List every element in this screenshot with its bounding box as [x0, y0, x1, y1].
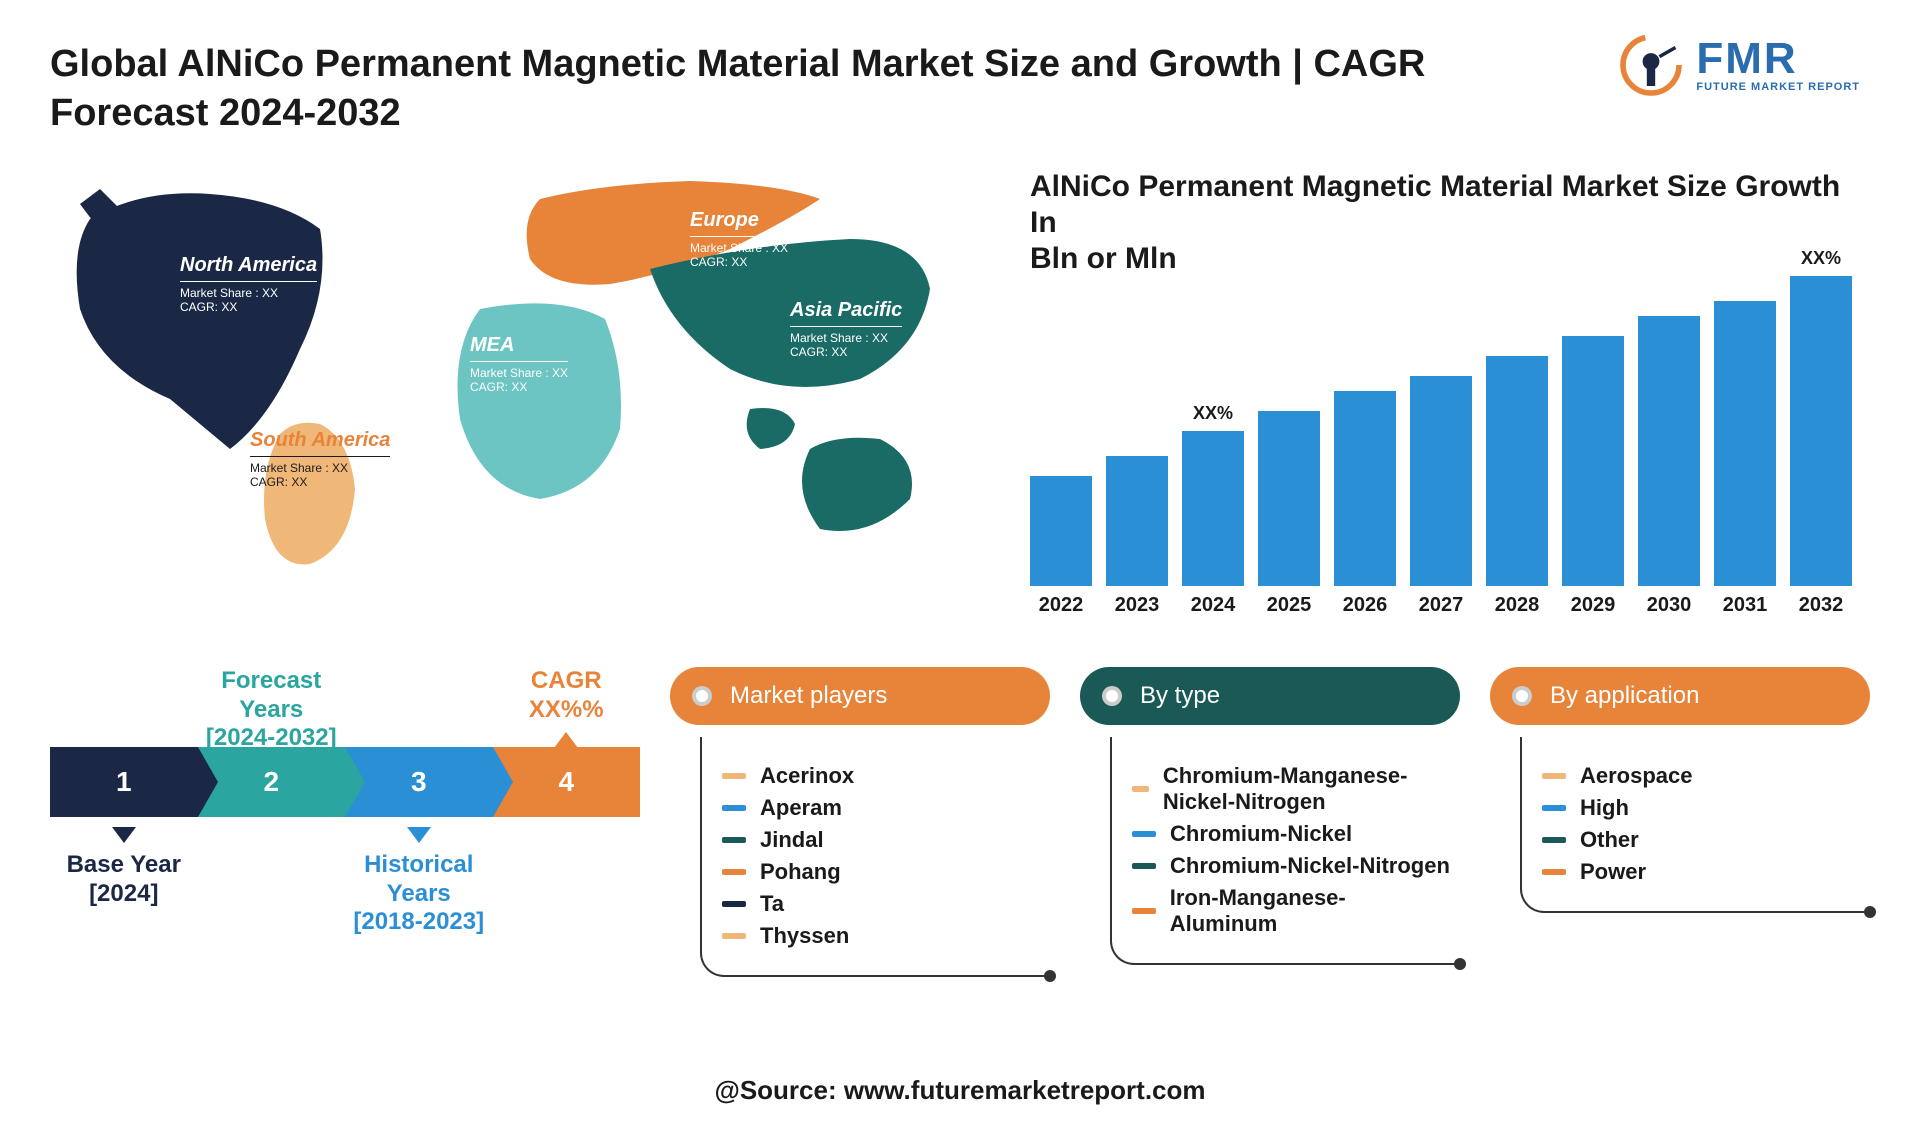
bar-2024: XX% 2024	[1182, 431, 1244, 617]
bar-2023: 2023	[1106, 456, 1168, 617]
bar-2030: 2030	[1638, 316, 1700, 617]
list-item: Aperam	[722, 795, 1040, 821]
bar-2025: 2025	[1258, 411, 1320, 617]
list-item: Other	[1542, 827, 1860, 853]
card-dot-icon	[1512, 686, 1532, 706]
source-attribution: @Source: www.futuremarketreport.com	[714, 1075, 1205, 1106]
timeline-segment-4: 4	[493, 747, 641, 817]
region-label-north-america: North AmericaMarket Share : XXCAGR: XX	[180, 254, 317, 314]
list-item: Chromium-Nickel	[1132, 821, 1450, 847]
card-header: By application	[1490, 667, 1870, 725]
card-dot-icon	[692, 686, 712, 706]
region-label-south-america: South AmericaMarket Share : XXCAGR: XX	[250, 429, 390, 489]
bar-2032: XX% 2032	[1790, 276, 1852, 617]
timeline-bottom-label: Historical Years[2018-2023]	[345, 851, 493, 937]
timeline-top-label: CAGRXX%%	[493, 667, 641, 725]
info-card-by-type: By type Chromium-Manganese-Nickel-Nitrog…	[1080, 667, 1460, 977]
list-item: Chromium-Nickel-Nitrogen	[1132, 853, 1450, 879]
fmr-logo: FMR FUTURE MARKET REPORT	[1616, 30, 1860, 100]
list-item: Thyssen	[722, 923, 1040, 949]
region-label-asia-pacific: Asia PacificMarket Share : XXCAGR: XX	[790, 299, 902, 359]
timeline-top-label: Forecast Years[2024-2032]	[198, 667, 346, 753]
bar-2031: 2031	[1714, 301, 1776, 617]
timeline: Forecast Years[2024-2032] CAGRXX%% 1234 B…	[50, 667, 640, 937]
bar-2022: 2022	[1030, 476, 1092, 617]
world-map: North AmericaMarket Share : XXCAGR: XX So…	[50, 169, 970, 569]
timeline-segment-2: 2	[198, 747, 346, 817]
list-item: Jindal	[722, 827, 1040, 853]
list-item: Chromium-Manganese-Nickel-Nitrogen	[1132, 763, 1450, 815]
chart-title: AlNiCo Permanent Magnetic Material Marke…	[1030, 169, 1870, 277]
bar-2029: 2029	[1562, 336, 1624, 617]
region-label-mea: MEAMarket Share : XXCAGR: XX	[470, 334, 568, 394]
bar-chart-section: AlNiCo Permanent Magnetic Material Marke…	[1010, 169, 1870, 617]
card-dot-icon	[1102, 686, 1122, 706]
info-card-by-application: By application Aerospace High Other Power	[1490, 667, 1870, 977]
card-header: Market players	[670, 667, 1050, 725]
bar-2027: 2027	[1410, 376, 1472, 617]
list-item: Ta	[722, 891, 1040, 917]
list-item: Aerospace	[1542, 763, 1860, 789]
region-label-europe: EuropeMarket Share : XXCAGR: XX	[690, 209, 788, 269]
list-item: Power	[1542, 859, 1860, 885]
list-item: Pohang	[722, 859, 1040, 885]
bar-chart: 2022 2023XX% 2024 2025 2026 2027 2028 20…	[1030, 297, 1870, 617]
bar-2028: 2028	[1486, 356, 1548, 617]
list-item: Acerinox	[722, 763, 1040, 789]
timeline-bottom-label: Base Year[2024]	[50, 851, 198, 909]
logo-icon	[1616, 30, 1686, 100]
timeline-segment-1: 1	[50, 747, 198, 817]
bar-2026: 2026	[1334, 391, 1396, 617]
timeline-segment-3: 3	[345, 747, 493, 817]
info-card-market-players: Market players Acerinox Aperam Jindal Pohan…	[670, 667, 1050, 977]
list-item: High	[1542, 795, 1860, 821]
page-title: Global AlNiCo Permanent Magnetic Materia…	[50, 40, 1550, 139]
logo-text-main: FMR	[1696, 37, 1860, 81]
list-item: Iron-Manganese-Aluminum	[1132, 885, 1450, 937]
logo-text-sub: FUTURE MARKET REPORT	[1696, 81, 1860, 93]
card-header: By type	[1080, 667, 1460, 725]
